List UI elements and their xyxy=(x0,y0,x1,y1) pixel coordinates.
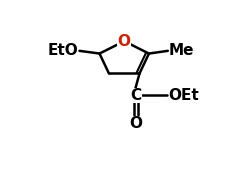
Text: O: O xyxy=(118,34,131,49)
Text: Me: Me xyxy=(169,43,195,58)
Text: C: C xyxy=(130,88,141,103)
Text: O: O xyxy=(130,116,142,131)
Text: EtO: EtO xyxy=(48,43,78,58)
Text: OEt: OEt xyxy=(168,88,199,103)
